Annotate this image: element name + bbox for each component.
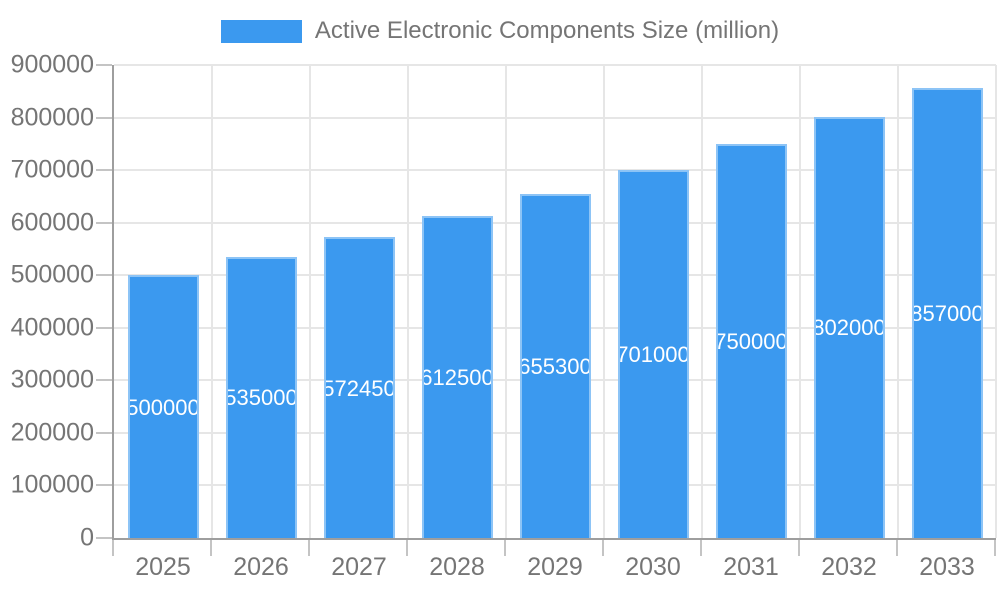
x-axis-line xyxy=(112,538,996,540)
gridline-h xyxy=(114,169,996,172)
x-tick xyxy=(602,540,604,556)
y-tick xyxy=(96,221,112,224)
bar-2027[interactable]: 572450 xyxy=(323,237,395,538)
y-tick xyxy=(96,326,112,329)
bar-value-label: 802000 xyxy=(813,315,885,341)
bars-row: 500000 535000 572450 612500 655300 701000 7500… xyxy=(114,65,996,538)
x-axis-label-2028: 2028 xyxy=(429,553,485,581)
bar-cell-2033: 857000 xyxy=(898,65,996,538)
gridline-v xyxy=(701,65,703,538)
bar-value-label: 535000 xyxy=(225,385,297,411)
legend-swatch-icon xyxy=(220,19,302,43)
gridline-v xyxy=(309,65,311,538)
y-axis-label: 100000 xyxy=(10,470,94,499)
gridline-v xyxy=(407,65,409,538)
bar-cell-2028: 612500 xyxy=(408,65,506,538)
x-axis-label-2033: 2033 xyxy=(919,553,975,581)
bar-2026[interactable]: 535000 xyxy=(225,256,297,538)
gridline-h xyxy=(114,116,996,119)
gridline-v xyxy=(897,65,899,538)
gridline-v xyxy=(799,65,801,538)
x-axis-label-2025: 2025 xyxy=(135,553,191,581)
bar-cell-2032: 802000 xyxy=(800,65,898,538)
y-tick xyxy=(96,431,112,434)
gridline-v xyxy=(995,65,997,538)
y-axis-line xyxy=(112,65,114,540)
y-axis-label: 300000 xyxy=(10,365,94,394)
legend-label: Active Electronic Components Size (milli… xyxy=(314,17,780,44)
bar-cell-2029: 655300 xyxy=(506,65,604,538)
y-axis-label: 900000 xyxy=(10,50,94,79)
x-tick xyxy=(896,540,898,556)
bar-value-label: 750000 xyxy=(715,328,787,354)
bar-2030[interactable]: 701000 xyxy=(617,169,689,538)
bar-cell-2030: 701000 xyxy=(604,65,702,538)
x-axis-label-2031: 2031 xyxy=(723,553,779,581)
y-axis-label: 0 xyxy=(80,523,94,552)
x-tick xyxy=(308,540,310,556)
gridline-v xyxy=(603,65,605,538)
y-tick xyxy=(96,484,112,487)
y-tick xyxy=(96,379,112,382)
gridline-v xyxy=(505,65,507,538)
y-axis-label: 200000 xyxy=(10,418,94,447)
bar-value-label: 857000 xyxy=(911,300,983,326)
x-axis-label-2029: 2029 xyxy=(527,553,583,581)
bar-value-label: 612500 xyxy=(421,365,493,391)
y-axis-label: 500000 xyxy=(10,260,94,289)
x-axis-label-2026: 2026 xyxy=(233,553,289,581)
bar-value-label: 572450 xyxy=(323,375,395,401)
x-tick xyxy=(700,540,702,556)
x-axis-label-2030: 2030 xyxy=(625,553,681,581)
bar-2033[interactable]: 857000 xyxy=(911,87,983,538)
x-tick xyxy=(994,540,996,556)
bar-2029[interactable]: 655300 xyxy=(519,193,591,538)
bar-cell-2031: 750000 xyxy=(702,65,800,538)
gridline-h xyxy=(114,64,996,66)
bar-2031[interactable]: 750000 xyxy=(715,143,787,538)
bar-cell-2025: 500000 xyxy=(114,65,212,538)
bar-value-label: 500000 xyxy=(127,394,199,420)
y-axis-label: 800000 xyxy=(10,103,94,132)
y-tick xyxy=(96,537,112,539)
plot-area: 500000 535000 572450 612500 655300 701000 7500… xyxy=(114,64,997,538)
gridline-v xyxy=(211,65,213,538)
x-axis-label-2032: 2032 xyxy=(821,553,877,581)
x-axis-label-2027: 2027 xyxy=(331,553,387,581)
y-tick xyxy=(96,169,112,172)
bar-2025[interactable]: 500000 xyxy=(127,275,199,538)
x-tick xyxy=(798,540,800,556)
x-tick xyxy=(406,540,408,556)
y-tick xyxy=(96,64,112,66)
x-tick xyxy=(210,540,212,556)
y-tick xyxy=(96,274,112,277)
bar-2028[interactable]: 612500 xyxy=(421,216,493,538)
x-tick xyxy=(112,540,114,556)
bar-cell-2027: 572450 xyxy=(310,65,408,538)
y-tick xyxy=(96,116,112,119)
bar-value-label: 655300 xyxy=(519,353,591,379)
y-axis-label: 600000 xyxy=(10,208,94,237)
bar-cell-2026: 535000 xyxy=(212,65,310,538)
y-axis-label: 400000 xyxy=(10,313,94,342)
x-tick xyxy=(504,540,506,556)
bar-value-label: 701000 xyxy=(617,341,689,367)
bar-2032[interactable]: 802000 xyxy=(813,116,885,538)
legend: Active Electronic Components Size (milli… xyxy=(0,16,1000,46)
legend-item[interactable]: Active Electronic Components Size (milli… xyxy=(220,17,780,45)
y-axis-label: 700000 xyxy=(10,155,94,184)
x-axis-labels: 2025 2026 2027 2028 2029 2030 2031 2032 2033 xyxy=(114,553,996,585)
